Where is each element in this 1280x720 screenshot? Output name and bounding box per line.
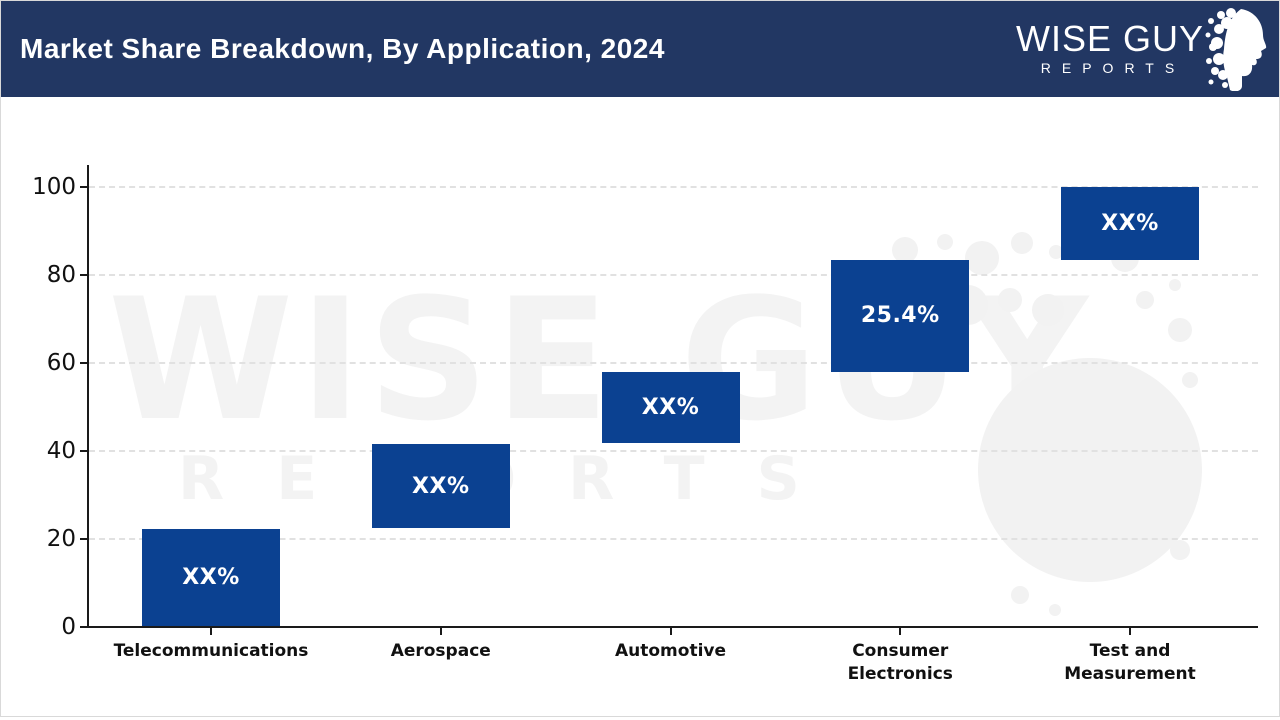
brand-name: WISE GUY	[1015, 17, 1204, 59]
category-label-4: Test and Measurement	[1015, 640, 1245, 686]
brand-face-icon	[1205, 7, 1267, 91]
gridline-40	[89, 450, 1258, 452]
category-label-1: Aerospace	[326, 640, 556, 663]
x-tick-3	[899, 628, 902, 635]
header: Market Share Breakdown, By Application, …	[0, 0, 1280, 97]
watermark-head-dots	[892, 230, 1202, 616]
y-tick-40	[80, 450, 88, 452]
category-label-line: Automotive	[614, 641, 727, 661]
category-label-line: Telecommunications	[113, 641, 309, 661]
y-tick-100	[80, 186, 88, 188]
y-tick-80	[80, 274, 88, 276]
y-tick-label-60: 60	[46, 350, 76, 376]
category-label-line: Test and	[1089, 641, 1171, 661]
y-tick-label-20: 20	[46, 526, 76, 552]
x-tick-2	[669, 628, 672, 635]
category-label-line: Electronics	[847, 664, 953, 684]
category-label-line: Aerospace	[390, 641, 491, 661]
bar-value-label: XX%	[641, 394, 700, 420]
category-label-2: Automotive	[556, 640, 786, 663]
bar-test-and-measurement: XX%	[1061, 187, 1199, 261]
bar-telecommunications: XX%	[142, 528, 280, 627]
brand-logo: WISE GUY REPORTS	[1016, 0, 1268, 97]
y-tick-0	[80, 626, 88, 628]
category-label-3: Consumer Electronics	[785, 640, 1015, 686]
x-axis-line	[87, 626, 1258, 628]
category-label-line: Consumer	[852, 641, 949, 661]
y-tick-label-40: 40	[46, 438, 76, 464]
x-tick-4	[1129, 628, 1131, 635]
y-tick-60	[80, 362, 88, 364]
brand-logo-text: WISE GUY REPORTS	[1015, 17, 1204, 77]
bar-value-label: 25.4%	[860, 303, 940, 329]
y-tick-label-0: 0	[61, 614, 76, 640]
bar-value-label: XX%	[182, 565, 240, 591]
bar-value-label: XX%	[412, 473, 470, 499]
y-axis-line	[87, 165, 89, 628]
category-label-line: Measurement	[1064, 664, 1196, 684]
gridline-20	[89, 538, 1258, 540]
bar-aerospace: XX%	[371, 443, 510, 529]
page-title: Market Share Breakdown, By Application, …	[20, 32, 665, 64]
y-tick-20	[80, 538, 88, 540]
plot-area: 0 20 40 60 80 100 XX% Telecommunications XX% Aero…	[0, 97, 1280, 717]
bar-automotive: XX%	[601, 371, 740, 443]
brand-subtitle: REPORTS	[1040, 59, 1186, 76]
category-label-0: Telecommunications	[96, 640, 326, 663]
x-tick-0	[210, 628, 212, 635]
y-tick-label-80: 80	[46, 262, 76, 288]
gridline-100	[89, 186, 1258, 188]
x-tick-1	[439, 628, 442, 635]
gridline-60	[89, 362, 1258, 364]
bar-value-label: XX%	[1101, 211, 1159, 237]
bar-consumer-electronics: 25.4%	[831, 260, 970, 372]
y-tick-label-100: 100	[32, 174, 76, 200]
gridline-80	[89, 274, 1258, 276]
